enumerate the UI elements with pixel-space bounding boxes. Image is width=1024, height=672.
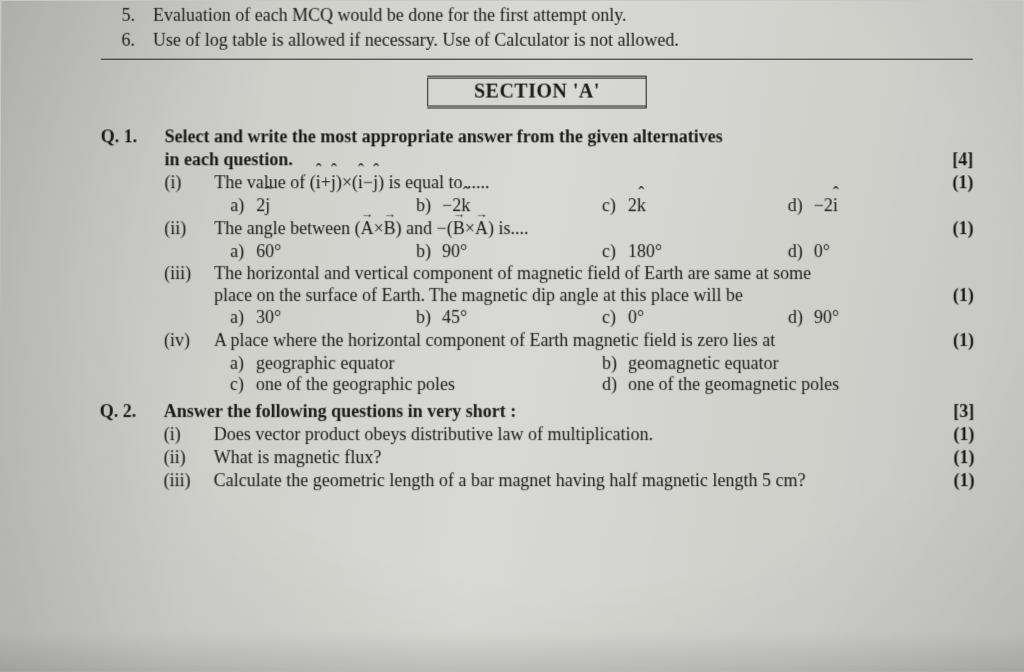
q1-ii-mark: (1) [928,218,974,239]
q1-iv-opt-c: c)one of the geographic poles [230,374,602,395]
q2-i-mark: (1) [928,424,974,445]
q1-number: Q. 1. [101,126,165,147]
q1-iii-opt-a: a)30° [230,307,416,328]
q1-iv-opt-d: d)one of the geomagnetic poles [602,374,974,395]
q2-ii: (ii) What is magnetic flux? (1) [100,447,975,468]
q1-ii-text: The angle between (A×B) and −(B×A) is...… [214,218,927,239]
q1-iv-sub: (iv) [164,330,214,351]
q2-i-sub: (i) [164,424,214,445]
q2-marks: [3] [928,401,974,422]
q1-iii: (iii) The horizontal and vertical compon… [100,263,974,284]
divider [101,59,973,60]
q1-iii-opt-c: c)0° [602,307,788,328]
q2-iii-mark: (1) [928,470,974,491]
q2-ii-mark: (1) [928,447,974,468]
q2-ii-text: What is magnetic flux? [214,447,929,468]
q1-i-opt-b: b)−2k [416,195,602,216]
q1-i-opt-d: d)−2i [788,195,974,216]
q1-iv-opt-b: b)geomagnetic equator [602,353,974,374]
q1-ii-opt-a: a)60° [230,241,416,262]
q1-iii-mark: (1) [928,285,974,306]
q1-i-text: The value of (i+j)×(i−j) is equal to ...… [214,172,927,193]
q1-iii-opt-b: b)45° [416,307,602,328]
q2-ii-sub: (ii) [164,447,214,468]
q1-stem: Q. 1. Select and write the most appropri… [101,126,974,147]
q1-iv-mark: (1) [928,330,974,351]
instruction-5: 5. Evaluation of each MCQ would be done … [101,5,973,26]
q1-stem-text-2: in each question. [165,149,928,170]
instruction-6: 6. Use of log table is allowed if necess… [101,30,973,51]
q2-iii: (iii) Calculate the geometric length of … [99,470,974,491]
q1-iii-options: a)30° b)45° c)0° d)90° [230,307,974,328]
q1-iv-options-row2: c)one of the geographic poles d)one of t… [230,374,974,395]
q1-iii-opt-d: d)90° [788,307,974,328]
instruction-num: 5. [101,5,135,26]
q2-stem-text: Answer the following questions in very s… [164,401,929,422]
instruction-text: Evaluation of each MCQ would be done for… [153,5,626,26]
section-heading: SECTION 'A' [427,76,647,109]
q1-iv-opt-a: a)geographic equator [230,353,602,374]
q1-ii-opt-c: c)180° [602,241,788,262]
shadow-overlay [0,632,1024,672]
q1-iv: (iv) A place where the horizontal compon… [100,330,974,351]
q1-iii-sub: (iii) [164,263,214,284]
q1-i-sub: (i) [164,172,214,193]
q2-i-text: Does vector product obeys distributive l… [214,424,929,445]
q1-ii-sub: (ii) [164,218,214,239]
q1-iii-2: place on the surface of Earth. The magne… [100,285,974,306]
q1-ii: (ii) The angle between (A×B) and −(B×A) … [100,218,973,239]
q1-stem-2: in each question. [4] [101,149,974,170]
q2-stem: Q. 2. Answer the following questions in … [100,401,975,422]
q1-iv-text: A place where the horizontal component o… [214,330,928,351]
q1-stem-text: Select and write the most appropriate an… [165,126,928,147]
q2-iii-text: Calculate the geometric length of a bar … [214,470,929,491]
instruction-num: 6. [101,30,135,51]
q1-i-mark: (1) [927,172,973,193]
q1-i-opt-c: c)2k [602,195,788,216]
instruction-text: Use of log table is allowed if necessary… [153,30,679,51]
q2-iii-sub: (iii) [164,470,214,491]
q1-i: (i) The value of (i+j)×(i−j) is equal to… [101,172,974,193]
q1-i-options: a)2j b)−2k c)2k d)−2i [230,195,973,216]
q1-iii-line2: place on the surface of Earth. The magne… [214,285,928,306]
q1-marks: [4] [927,149,973,170]
q1-iv-options-row1: a)geographic equator b)geomagnetic equat… [230,353,974,374]
q1-iii-line1: The horizontal and vertical component of… [214,263,928,284]
q1-ii-options: a)60° b)90° c)180° d)0° [230,241,974,262]
q1-ii-opt-b: b)90° [416,241,602,262]
q2-i: (i) Does vector product obeys distributi… [100,424,975,445]
exam-page: 5. Evaluation of each MCQ would be done … [0,1,1024,672]
q2-number: Q. 2. [100,401,164,422]
q1-ii-opt-d: d)0° [788,241,974,262]
